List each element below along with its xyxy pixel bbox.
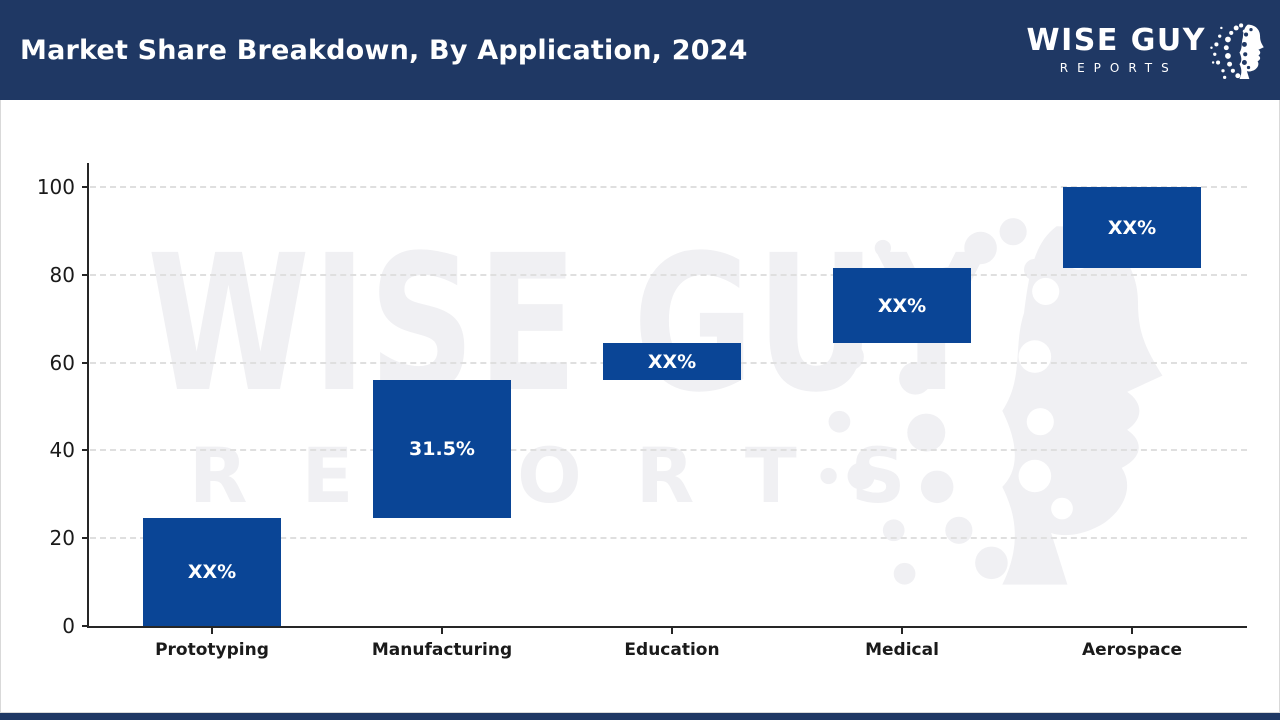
x-tick-mark [441,628,443,634]
header-bar: Market Share Breakdown, By Application, … [0,0,1280,100]
x-axis-line [87,626,1247,628]
chart-title: Market Share Breakdown, By Application, … [20,34,748,66]
logo-subtitle: REPORTS [1059,61,1178,75]
y-tick-mark [82,625,89,627]
x-tick-label-prototyping: Prototyping [155,640,269,660]
y-tick-label: 60 [49,350,75,375]
bar-value-label: XX% [877,294,927,317]
y-tick-label: 0 [62,614,75,638]
x-tick-label-medical: Medical [865,640,939,660]
y-tick-label: 100 [36,175,75,199]
bar-value-label: XX% [1107,216,1157,239]
gridline-80 [90,273,1247,276]
bar-aerospace: XX% [1063,187,1201,269]
bar-value-label: XX% [187,561,237,584]
bar-manufacturing: 31.5% [373,380,511,519]
chart-card: WISE GUY REPORTS 0 20 40 60 80 100 XX% Prototyp… [0,100,1280,713]
bar-prototyping: XX% [143,518,281,626]
x-tick-mark [1131,628,1133,634]
y-tick-mark [82,449,89,452]
bar-education: XX% [603,342,741,381]
wiseguy-logo-text: WISE GUY REPORTS [1026,23,1206,76]
plot-area: 0 20 40 60 80 100 XX% Prototyping 31.5% Manufactu… [1,100,1279,712]
logo-wordmark: WISE GUY [1026,23,1206,58]
y-axis-line [87,163,89,628]
x-tick-label-manufacturing: Manufacturing [371,640,513,660]
y-tick-label: 40 [49,438,75,463]
x-tick-mark [671,628,673,634]
y-tick-mark [82,537,89,540]
y-tick-mark [82,361,89,364]
y-tick-label: 80 [49,262,75,287]
gridline-40 [90,449,1247,452]
bar-medical: XX% [833,268,971,343]
y-tick-label: 20 [49,526,75,551]
bar-value-label: XX% [647,350,697,373]
dotted-head-icon [1210,23,1264,79]
gridline-100 [90,186,1247,188]
y-tick-mark [82,186,89,188]
footer-bar [0,713,1280,720]
wiseguy-logo: WISE GUY REPORTS [1026,23,1266,79]
bar-value-label: 31.5% [409,438,475,461]
x-tick-label-education: Education [624,640,720,660]
x-tick-mark [901,628,903,634]
gridline-20 [90,537,1247,540]
y-tick-mark [82,273,89,276]
x-tick-mark [211,628,213,634]
x-tick-label-aerospace: Aerospace [1081,640,1183,660]
